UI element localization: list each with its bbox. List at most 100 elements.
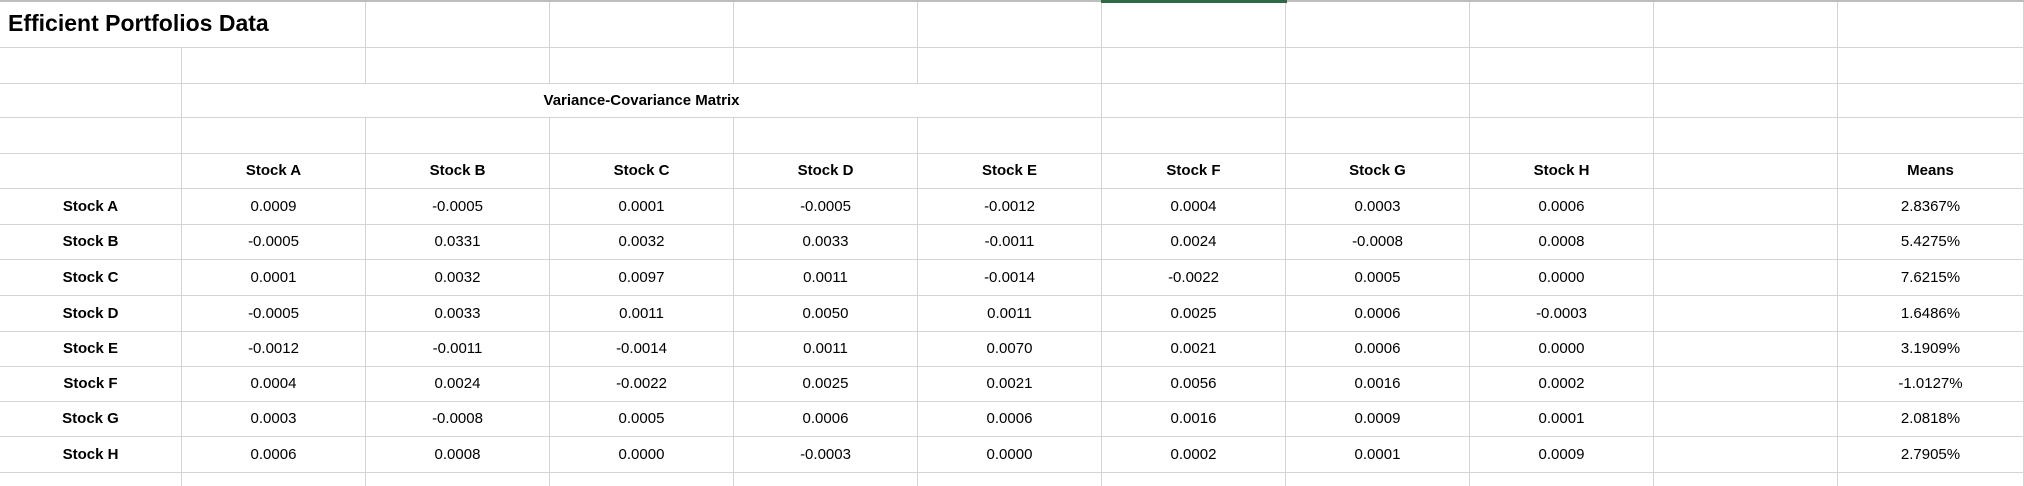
empty-cell[interactable] [1654,402,1838,437]
row-label[interactable]: Stock C [0,260,182,296]
row-label[interactable]: Stock D [0,296,182,332]
cov-cell[interactable]: -0.0011 [366,332,550,367]
cov-cell[interactable]: -0.0008 [366,402,550,437]
cov-cell[interactable]: 0.0005 [1286,260,1470,296]
cov-cell[interactable]: 0.0032 [550,225,734,260]
empty-cell[interactable] [1286,48,1470,84]
empty-cell[interactable] [1102,84,1286,118]
col-header[interactable]: Stock G [1286,154,1470,189]
cov-cell[interactable]: 0.0011 [550,296,734,332]
cov-cell[interactable]: 0.0008 [1470,225,1654,260]
col-header[interactable]: Stock C [550,154,734,189]
cov-cell[interactable]: 0.0033 [734,225,918,260]
cov-cell[interactable]: 0.0003 [182,402,366,437]
cov-cell[interactable]: 0.0000 [1470,332,1654,367]
empty-cell[interactable] [918,473,1102,486]
empty-cell[interactable] [1470,0,1654,48]
empty-cell[interactable] [918,48,1102,84]
cov-cell[interactable]: 0.0006 [1286,296,1470,332]
empty-cell[interactable] [1654,189,1838,225]
cov-cell[interactable]: 0.0025 [734,367,918,402]
cov-cell[interactable]: -0.0022 [1102,260,1286,296]
empty-cell[interactable] [734,48,918,84]
empty-cell[interactable] [1286,118,1470,154]
empty-cell[interactable] [1286,473,1470,486]
cov-cell[interactable]: -0.0005 [182,296,366,332]
mean-cell[interactable]: 2.7905% [1838,437,2024,473]
empty-cell[interactable] [0,473,182,486]
empty-cell[interactable] [182,473,366,486]
empty-cell[interactable] [0,84,182,118]
empty-cell[interactable] [918,0,1102,48]
cov-cell[interactable]: -0.0005 [366,189,550,225]
cov-cell[interactable]: -0.0005 [182,225,366,260]
cov-cell[interactable]: 0.0001 [550,189,734,225]
cov-cell[interactable]: 0.0000 [918,437,1102,473]
cov-cell[interactable]: 0.0097 [550,260,734,296]
empty-cell[interactable] [1470,473,1654,486]
cov-cell[interactable]: 0.0000 [550,437,734,473]
cov-cell[interactable]: 0.0006 [1286,332,1470,367]
mean-cell[interactable]: 1.6486% [1838,296,2024,332]
row-label[interactable]: Stock A [0,189,182,225]
cov-cell[interactable]: 0.0006 [1470,189,1654,225]
cov-cell[interactable]: 0.0016 [1286,367,1470,402]
empty-cell[interactable] [366,118,550,154]
empty-cell[interactable] [182,118,366,154]
cov-cell[interactable]: 0.0011 [734,260,918,296]
cov-cell[interactable]: -0.0014 [918,260,1102,296]
empty-cell[interactable] [1470,118,1654,154]
cov-cell[interactable]: 0.0009 [1286,402,1470,437]
cov-cell[interactable]: -0.0008 [1286,225,1470,260]
empty-cell[interactable] [550,118,734,154]
empty-cell[interactable] [1654,473,1838,486]
empty-cell[interactable] [0,48,182,84]
empty-cell[interactable] [1654,84,1838,118]
cov-cell[interactable]: -0.0012 [182,332,366,367]
row-label[interactable]: Stock G [0,402,182,437]
empty-cell[interactable] [1654,154,1838,189]
col-header[interactable]: Stock B [366,154,550,189]
empty-cell[interactable] [734,0,918,48]
empty-cell[interactable] [1102,118,1286,154]
mean-cell[interactable]: 3.1909% [1838,332,2024,367]
empty-cell[interactable] [1838,473,2024,486]
empty-cell[interactable] [734,118,918,154]
matrix-title[interactable]: Variance-Covariance Matrix [182,84,1102,118]
empty-cell[interactable] [1654,225,1838,260]
cov-cell[interactable]: 0.0006 [734,402,918,437]
col-header[interactable]: Stock H [1470,154,1654,189]
mean-cell[interactable]: -1.0127% [1838,367,2024,402]
cov-cell[interactable]: 0.0056 [1102,367,1286,402]
empty-cell[interactable] [0,154,182,189]
empty-cell[interactable] [1654,0,1838,48]
row-label[interactable]: Stock B [0,225,182,260]
mean-cell[interactable]: 7.6215% [1838,260,2024,296]
cov-cell[interactable]: 0.0002 [1470,367,1654,402]
col-header[interactable]: Stock A [182,154,366,189]
empty-cell[interactable] [366,48,550,84]
empty-cell[interactable] [1470,48,1654,84]
cov-cell[interactable]: 0.0005 [550,402,734,437]
cov-cell[interactable]: 0.0006 [918,402,1102,437]
row-label[interactable]: Stock E [0,332,182,367]
mean-cell[interactable]: 2.8367% [1838,189,2024,225]
empty-cell[interactable] [1102,48,1286,84]
cov-cell[interactable]: 0.0016 [1102,402,1286,437]
cov-cell[interactable]: 0.0004 [182,367,366,402]
empty-cell[interactable] [1838,118,2024,154]
cov-cell[interactable]: -0.0005 [734,189,918,225]
cov-cell[interactable]: -0.0003 [734,437,918,473]
empty-cell[interactable] [1102,473,1286,486]
empty-cell[interactable] [1654,332,1838,367]
empty-cell[interactable] [0,118,182,154]
cov-cell[interactable]: 0.0006 [182,437,366,473]
cov-cell[interactable]: 0.0001 [1470,402,1654,437]
empty-cell[interactable] [734,473,918,486]
empty-cell[interactable] [918,118,1102,154]
cov-cell[interactable]: -0.0022 [550,367,734,402]
cov-cell[interactable]: 0.0003 [1286,189,1470,225]
empty-cell[interactable] [1102,0,1286,48]
means-header[interactable]: Means [1838,154,2024,189]
empty-cell[interactable] [366,473,550,486]
